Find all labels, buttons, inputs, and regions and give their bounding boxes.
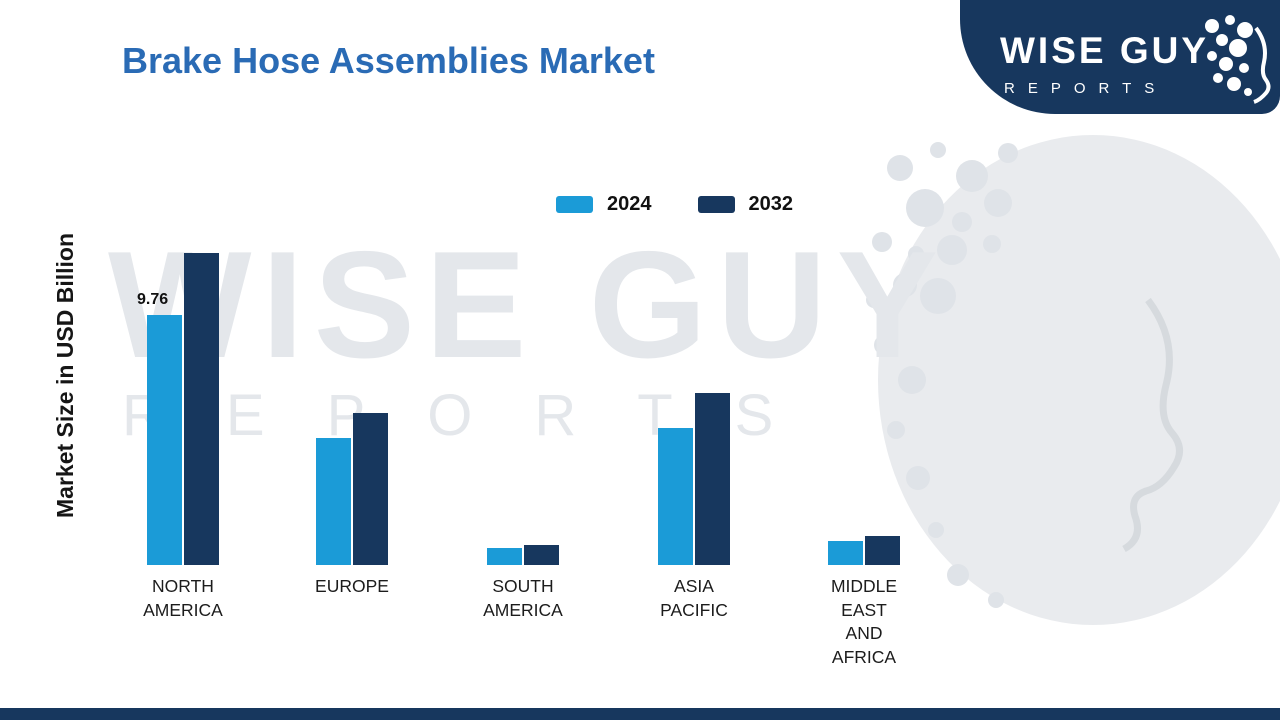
- category-label-europe: EUROPE: [315, 576, 389, 596]
- category-label-north-america: NORTH AMERICA: [143, 576, 223, 620]
- legend-label-2032: 2032: [748, 193, 794, 215]
- bar-2032-middle-east-and-africa: [865, 536, 900, 565]
- chart-legend: 2024 2032: [556, 193, 793, 216]
- category-label-middle-east-and-africa: MIDDLE EAST AND AFRICA: [830, 576, 898, 667]
- legend-swatch-2024: [556, 196, 593, 213]
- bar-group-europe: EUROPE: [297, 225, 407, 599]
- bar-2032-south-america: [524, 545, 559, 565]
- background-face-graphic: [878, 135, 1280, 625]
- bar-group-south-america: SOUTH AMERICA: [468, 225, 578, 622]
- bar-2032-north-america: [184, 253, 219, 565]
- wiseguy-logo-face-icon: [1205, 15, 1271, 104]
- bar-group-middle-east-and-africa: MIDDLE EAST AND AFRICA: [809, 225, 919, 670]
- footer-bar: [0, 708, 1280, 720]
- wiseguy-logo-text: WISE GUY: [1000, 30, 1210, 71]
- bar-2024-europe: [316, 438, 351, 565]
- bar-group-north-america: 9.76 NORTH AMERICA: [128, 225, 238, 622]
- wiseguy-logo-panel: WISE GUY REPORTS: [960, 0, 1280, 114]
- bar-group-asia-pacific: ASIA PACIFIC: [639, 225, 749, 622]
- bar-2024-north-america: 9.76: [137, 291, 182, 565]
- bar-2024-asia-pacific: [658, 428, 693, 565]
- bar-value-label: 9.76: [137, 291, 169, 308]
- wiseguy-logo-reports-text: REPORTS: [1004, 80, 1168, 97]
- category-label-south-america: SOUTH AMERICA: [483, 576, 563, 620]
- page-title: Brake Hose Assemblies Market: [122, 40, 655, 81]
- bar-2024-middle-east-and-africa: [828, 541, 863, 565]
- watermark-wiseguy-text: WISE GUY: [108, 220, 949, 390]
- legend-label-2024: 2024: [607, 193, 652, 215]
- bar-2032-asia-pacific: [695, 393, 730, 565]
- bar-2024-south-america: [487, 548, 522, 565]
- category-label-asia-pacific: ASIA PACIFIC: [660, 576, 728, 620]
- legend-swatch-2032: [697, 196, 735, 213]
- bar-2032-europe: [353, 413, 388, 565]
